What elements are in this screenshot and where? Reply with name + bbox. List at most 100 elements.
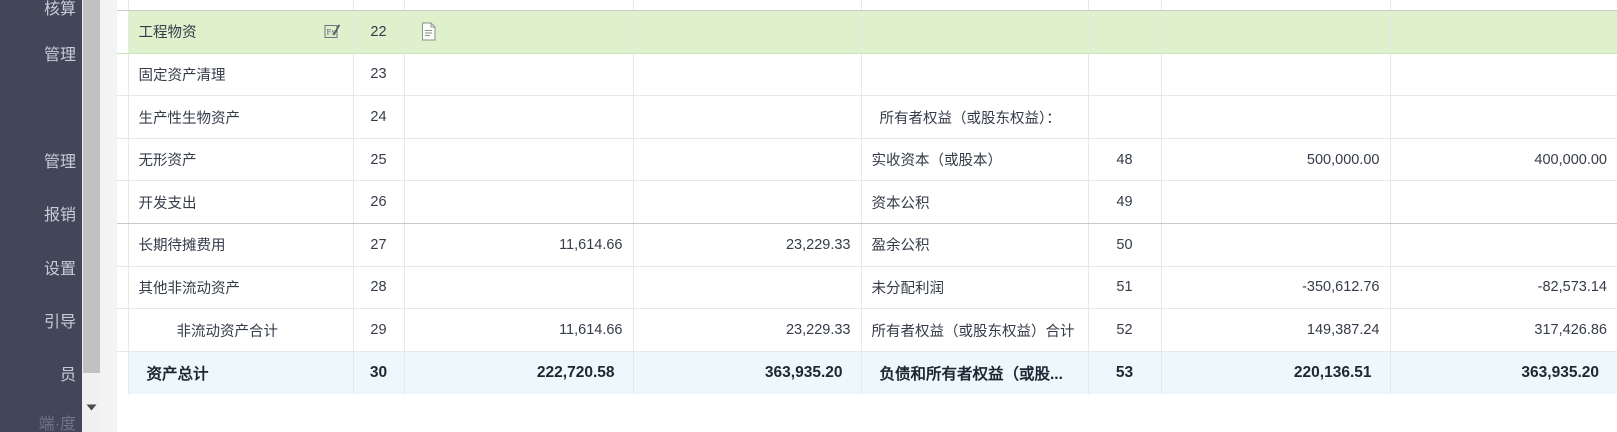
asset-value-current[interactable]	[404, 266, 634, 310]
liability-value-beginning[interactable]	[1390, 223, 1617, 267]
liability-line-number: 50	[1088, 223, 1162, 267]
sidebar-item-3[interactable]: 管理	[0, 151, 82, 175]
liability-value-current[interactable]: -350,612.76	[1161, 266, 1391, 310]
asset-value-beginning[interactable]	[633, 266, 862, 310]
asset-value-beginning[interactable]	[633, 95, 862, 139]
asset-item-name-cell[interactable]: 工程物资 Fx	[128, 10, 354, 54]
table-row[interactable]: 无形资产 25 实收资本（或股本） 48 500,000.00 400,000.…	[117, 138, 1617, 182]
table-row[interactable]: 其他非流动资产 28 未分配利润 51 -350,612.76 -82,573.…	[117, 266, 1617, 310]
liability-value-beginning[interactable]: 46,508.34	[1390, 0, 1617, 12]
liabilities-equity-total-current[interactable]: 220,136.51	[1161, 350, 1391, 394]
vertical-scrollbar-thumb[interactable]	[83, 0, 100, 373]
asset-value-beginning[interactable]	[633, 10, 862, 54]
liability-line-number	[1088, 53, 1162, 97]
table-row[interactable]: 非流动资产合计 29 11,614.66 23,229.33 所有者权益（或股东…	[117, 308, 1617, 352]
asset-value-current[interactable]	[404, 53, 634, 97]
asset-line-number: 25	[353, 138, 405, 182]
asset-line-number: 29	[353, 308, 405, 352]
row-gutter	[117, 95, 129, 139]
fx-formula-icon[interactable]: Fx	[324, 23, 341, 40]
asset-item-name: 开发支出	[128, 180, 354, 225]
asset-value-current[interactable]	[404, 0, 634, 12]
liability-value-current[interactable]	[1161, 223, 1391, 267]
sidebar-item-1[interactable]: 管理	[0, 44, 82, 68]
table-row[interactable]: 开发支出 26 资本公积 49	[117, 180, 1617, 225]
asset-value-current-cell[interactable]	[404, 10, 634, 54]
asset-value-beginning[interactable]	[633, 53, 862, 97]
liability-item-name	[861, 10, 1089, 54]
liability-line-number	[1088, 10, 1162, 54]
asset-line-number: 23	[353, 53, 405, 97]
sidebar-item-4[interactable]: 报销	[0, 204, 82, 228]
assets-total-current[interactable]: 222,720.58	[404, 350, 634, 394]
asset-value-beginning[interactable]	[633, 0, 862, 12]
liability-value-current[interactable]	[1161, 53, 1391, 97]
left-sidebar: 核算 管理 管理 报销 设置 引导 员 端·度	[0, 0, 82, 432]
asset-value-current[interactable]	[404, 180, 634, 225]
liability-value-beginning[interactable]: -82,573.14	[1390, 266, 1617, 310]
table-row[interactable]: 在建工程 21 负债合计 47 70,749.27 46,508.34	[117, 0, 1617, 12]
sidebar-item-5[interactable]: 设置	[0, 258, 82, 282]
sidebar-item-label: 报销	[43, 207, 76, 224]
liabilities-equity-total-beginning[interactable]: 363,935.20	[1390, 350, 1617, 394]
balance-sheet-table: 在建工程 21 负债合计 47 70,749.27 46,508.34 工程物资	[117, 0, 1617, 394]
liability-value-current[interactable]	[1161, 180, 1391, 225]
asset-line-number: 21	[353, 0, 405, 12]
liability-value-current[interactable]: 70,749.27	[1161, 0, 1391, 12]
sidebar-item-0[interactable]: 核算	[0, 0, 82, 22]
asset-item-name: 长期待摊费用	[128, 223, 354, 267]
asset-subtotal-name: 非流动资产合计	[128, 308, 354, 352]
liability-item-name: 负债合计	[861, 0, 1089, 12]
liability-value-current[interactable]: 500,000.00	[1161, 138, 1391, 182]
asset-value-beginning[interactable]	[633, 138, 862, 182]
asset-value-current[interactable]: 11,614.66	[404, 308, 634, 352]
liability-value-beginning[interactable]	[1390, 180, 1617, 225]
table-row-selected[interactable]: 工程物资 Fx 22	[117, 10, 1617, 54]
asset-value-current[interactable]	[404, 138, 634, 182]
table-row[interactable]: 长期待摊费用 27 11,614.66 23,229.33 盈余公积 50	[117, 223, 1617, 267]
row-gutter	[117, 351, 129, 394]
asset-value-beginning[interactable]	[633, 180, 862, 225]
liability-value-current[interactable]	[1161, 10, 1391, 54]
asset-value-current[interactable]	[404, 95, 634, 139]
sidebar-item-label: 管理	[43, 154, 76, 171]
liability-line-number: 53	[1088, 350, 1162, 394]
sidebar-item-label: 引导	[43, 314, 76, 331]
asset-line-number: 24	[353, 95, 405, 139]
asset-line-number: 27	[353, 223, 405, 267]
scroll-down-arrow-icon[interactable]	[82, 398, 100, 416]
liability-value-beginning[interactable]: 400,000.00	[1390, 138, 1617, 182]
liability-value-beginning[interactable]	[1390, 10, 1617, 54]
sidebar-item-8[interactable]: 端·度	[0, 413, 82, 432]
asset-item-name: 其他非流动资产	[128, 266, 354, 310]
table-row[interactable]: 生产性生物资产 24 所有者权益（或股东权益）：	[117, 95, 1617, 139]
liability-value-current[interactable]	[1161, 95, 1391, 139]
document-icon[interactable]	[421, 22, 437, 41]
liability-line-number: 49	[1088, 180, 1162, 225]
asset-item-name: 固定资产清理	[128, 53, 354, 97]
sidebar-item-2[interactable]	[0, 98, 82, 122]
asset-item-name: 在建工程	[128, 0, 354, 12]
liabilities-equity-grand-total-label: 负债和所有者权益（或股...	[861, 350, 1089, 394]
asset-value-beginning[interactable]: 23,229.33	[633, 308, 862, 352]
sidebar-item-6[interactable]: 引导	[0, 311, 82, 335]
table-row[interactable]: 固定资产清理 23	[117, 53, 1617, 97]
sidebar-item-label: 核算	[43, 1, 76, 18]
assets-grand-total-label: 资产总计	[128, 350, 354, 394]
liability-item-name: 盈余公积	[861, 223, 1089, 267]
table-row-total[interactable]: 资产总计 30 222,720.58 363,935.20 负债和所有者权益（或…	[117, 350, 1617, 394]
asset-line-number: 22	[353, 10, 405, 54]
liability-value-beginning[interactable]: 317,426.86	[1390, 308, 1617, 352]
equity-section-header: 所有者权益（或股东权益）：	[861, 95, 1089, 139]
assets-total-beginning[interactable]: 363,935.20	[633, 350, 862, 394]
sidebar-item-7[interactable]: 员	[0, 364, 82, 388]
liability-value-current[interactable]: 149,387.24	[1161, 308, 1391, 352]
liability-value-beginning[interactable]	[1390, 95, 1617, 139]
sidebar-item-label: 管理	[43, 47, 76, 64]
row-gutter	[117, 53, 129, 97]
asset-line-number: 26	[353, 180, 405, 225]
liability-value-beginning[interactable]	[1390, 53, 1617, 97]
asset-value-current[interactable]: 11,614.66	[404, 223, 634, 267]
asset-value-beginning[interactable]: 23,229.33	[633, 223, 862, 267]
